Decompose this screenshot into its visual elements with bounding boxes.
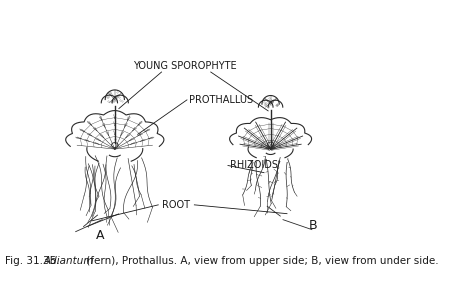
Text: ROOT: ROOT [162, 200, 190, 210]
Text: PROTHALLUS: PROTHALLUS [188, 95, 253, 105]
Text: RHIZOIDS: RHIZOIDS [230, 161, 278, 170]
Text: YOUNG SPOROPHYTE: YOUNG SPOROPHYTE [133, 61, 236, 71]
Text: Adiantum: Adiantum [44, 256, 94, 266]
Text: (fern), Prothallus. A, view from upper side; B, view from under side.: (fern), Prothallus. A, view from upper s… [83, 256, 439, 266]
Text: A: A [96, 229, 104, 242]
Text: B: B [309, 219, 318, 232]
Text: Fig. 31.35.: Fig. 31.35. [5, 256, 63, 266]
